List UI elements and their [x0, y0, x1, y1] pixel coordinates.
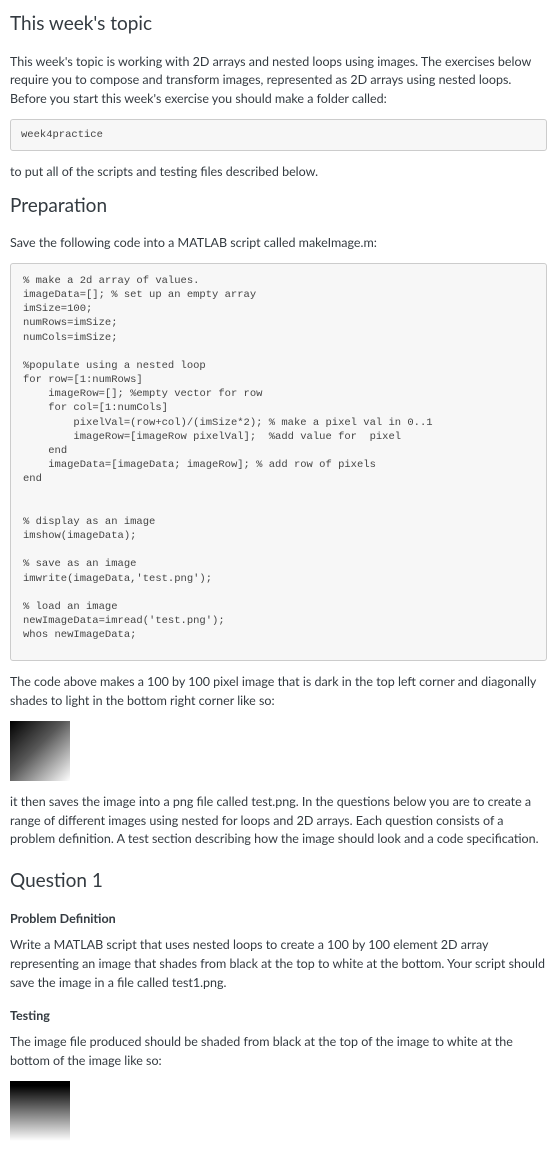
- topic-after-folder: to put all of the scripts and testing fi…: [10, 163, 547, 182]
- question1-heading: Question 1: [10, 867, 547, 896]
- problem-definition-text: Write a MATLAB script that uses nested l…: [10, 936, 547, 992]
- prep-after-code2: it then saves the image into a png file …: [10, 793, 547, 849]
- section-heading-preparation: Preparation: [10, 192, 547, 221]
- prep-intro: Save the following code into a MATLAB sc…: [10, 234, 547, 253]
- testing-label: Testing: [10, 1007, 547, 1026]
- prep-after-code1: The code above makes a 100 by 100 pixel …: [10, 673, 547, 711]
- gradient-vertical-image: [10, 1081, 70, 1141]
- problem-definition-label: Problem Definition: [10, 910, 547, 929]
- gradient-diagonal-image: [10, 721, 70, 781]
- section-heading-topic: This week's topic: [10, 10, 547, 39]
- testing-text: The image file produced should be shaded…: [10, 1033, 547, 1071]
- prep-code-block: % make a 2d array of values. imageData=[…: [10, 263, 547, 661]
- topic-intro: This week's topic is working with 2D arr…: [10, 53, 547, 109]
- folder-code-block: week4practice: [10, 119, 547, 151]
